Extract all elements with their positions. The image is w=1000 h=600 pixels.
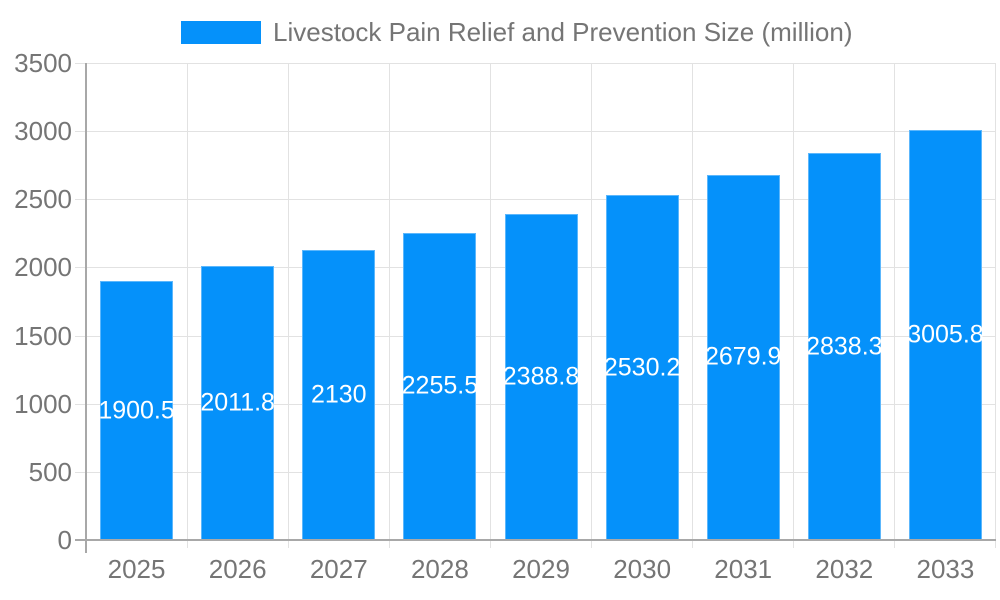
x-tick-label: 2029	[512, 554, 570, 584]
bar	[908, 130, 982, 540]
gridline-h	[75, 131, 996, 133]
gridline-v	[186, 63, 188, 548]
x-axis-line	[75, 539, 996, 541]
bar-value-label: 3005.8	[907, 320, 984, 349]
x-axis-labels: 2025 2026 2027 2028 2029 2030 2031 2032 2033	[86, 556, 996, 586]
bar-value-label: 2011.8	[200, 388, 275, 417]
bar	[807, 153, 881, 540]
bar-value-label: 2388.8	[502, 362, 580, 391]
gridline-h	[75, 63, 996, 64]
bar	[706, 174, 780, 540]
gridline-h	[75, 199, 996, 201]
bar	[504, 214, 578, 540]
x-tick-label: 2025	[107, 554, 166, 584]
y-tick-label: 500	[28, 456, 72, 487]
x-tick-label: 2027	[309, 554, 368, 584]
bar-value-label: 2130	[310, 380, 367, 409]
y-tick-label: 2500	[14, 184, 72, 215]
y-axis-line	[85, 63, 87, 553]
y-axis-labels: 0 500 1000 1500 2000 2500 3000 3500	[0, 50, 72, 553]
bar	[302, 249, 376, 540]
gridline-v	[287, 63, 289, 548]
y-tick-label: 3500	[14, 48, 72, 78]
x-tick-label: 2033	[916, 554, 975, 584]
bar	[605, 195, 679, 540]
bar-value-label: 1900.5	[98, 396, 175, 424]
x-tick-label: 2031	[714, 554, 773, 584]
x-tick-label: 2028	[410, 554, 469, 584]
bar-value-label: 2679.9	[704, 342, 782, 371]
y-tick-label: 3000	[14, 116, 72, 147]
gridline-v	[995, 63, 996, 548]
bar	[403, 232, 477, 540]
y-tick-label: 0	[57, 525, 72, 555]
plot-area: 1900.5 2011.8 2130 2255.5 2388.8 2530.2 2679.9…	[75, 63, 996, 553]
bar	[100, 281, 174, 540]
bar-value-label: 2530.2	[603, 353, 681, 382]
x-tick-label: 2030	[613, 554, 672, 584]
bar	[201, 265, 275, 540]
bar-value-label: 2838.3	[806, 332, 883, 361]
legend-swatch	[181, 20, 261, 44]
bar-value-label: 2255.5	[401, 371, 479, 400]
y-tick-label: 1000	[14, 388, 72, 419]
y-tick-label: 1500	[14, 320, 72, 351]
gridline-v	[489, 63, 491, 548]
gridline-v	[793, 63, 795, 548]
legend: Livestock Pain Relief and Prevention Siz…	[181, 19, 853, 45]
gridline-v	[388, 63, 390, 548]
legend-label: Livestock Pain Relief and Prevention Siz…	[273, 17, 853, 47]
gridline-v	[692, 63, 694, 548]
y-tick-label: 2000	[14, 252, 72, 283]
x-tick-label: 2026	[208, 554, 267, 584]
gridline-v	[591, 63, 593, 548]
gridline-v	[894, 63, 896, 548]
x-tick-label: 2032	[815, 554, 874, 584]
